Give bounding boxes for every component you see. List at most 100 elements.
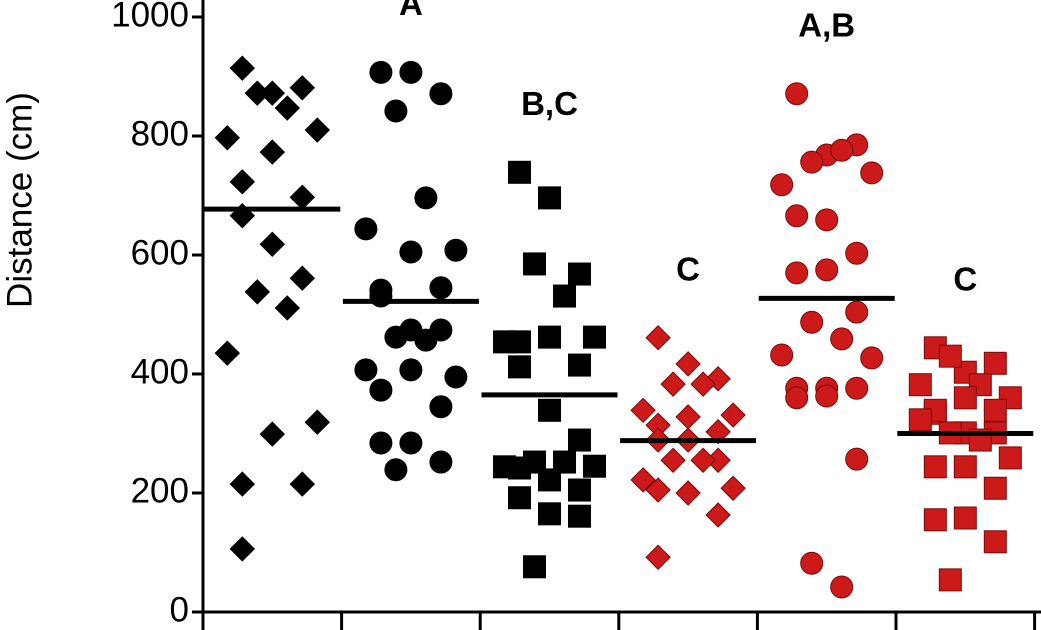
data-point [508, 330, 531, 354]
data-point [660, 447, 686, 473]
data-point [538, 325, 561, 349]
data-point [538, 468, 561, 492]
data-point [815, 258, 839, 282]
data-point [568, 428, 591, 452]
data-point [675, 351, 701, 377]
data-point [845, 376, 869, 400]
data-point [845, 241, 869, 265]
data-point [538, 502, 561, 526]
data-point [815, 384, 839, 408]
data-point [830, 327, 854, 351]
data-point [645, 477, 671, 503]
data-point [259, 139, 286, 165]
data-point [444, 238, 468, 262]
data-point [720, 475, 746, 501]
data-point [229, 536, 256, 562]
data-point [429, 82, 453, 106]
data-point [259, 421, 286, 447]
data-point [845, 447, 869, 471]
group-label: C [953, 261, 977, 298]
data-point [690, 371, 716, 397]
data-point [244, 80, 271, 106]
data-point [508, 486, 531, 510]
data-point [553, 284, 576, 308]
data-point [384, 458, 408, 482]
y-tick-label: 600 [131, 233, 189, 272]
data-point [785, 261, 809, 285]
group-label: B,C [521, 85, 578, 122]
data-point [399, 240, 423, 264]
data-point [785, 204, 809, 228]
y-tick-label: 200 [131, 471, 189, 510]
data-point [399, 358, 423, 382]
data-point [214, 125, 241, 151]
data-point [274, 95, 301, 121]
data-point [860, 346, 884, 370]
data-point [568, 353, 591, 377]
data-point [568, 504, 591, 528]
data-point [229, 169, 256, 195]
data-point [785, 82, 809, 106]
data-point [983, 476, 1007, 500]
data-point [399, 60, 423, 84]
data-point [953, 506, 977, 530]
data-point [289, 184, 316, 210]
data-point [645, 544, 671, 570]
group-label: A,B [798, 6, 855, 43]
y-axis-label: Distance (cm) [0, 92, 39, 308]
data-point [830, 138, 854, 162]
data-point [523, 555, 546, 579]
data-point [304, 117, 331, 143]
data-point [800, 150, 824, 174]
data-point [414, 328, 438, 352]
data-point [429, 395, 453, 419]
data-point [938, 344, 962, 368]
data-point [770, 343, 794, 367]
data-point [553, 450, 576, 474]
data-point [860, 161, 884, 185]
y-tick-label: 1000 [111, 0, 189, 34]
data-point [675, 480, 701, 506]
data-point [304, 409, 331, 435]
data-point [384, 99, 408, 123]
data-point [508, 456, 531, 480]
data-point [568, 262, 591, 286]
data-point [845, 300, 869, 324]
y-tick-label: 400 [131, 352, 189, 391]
data-point [983, 351, 1007, 375]
data-point [583, 454, 606, 478]
data-point [289, 75, 316, 101]
data-point [800, 551, 824, 575]
data-point [289, 265, 316, 291]
data-point [830, 575, 854, 599]
data-point [399, 431, 423, 455]
data-point [908, 408, 932, 432]
group-label: C [676, 250, 700, 287]
data-point [998, 446, 1022, 470]
data-point [369, 378, 393, 402]
data-point [923, 455, 947, 479]
data-point [983, 398, 1007, 422]
data-point [953, 455, 977, 479]
group-label: A [399, 0, 423, 22]
data-point [923, 508, 947, 532]
data-point [508, 355, 531, 379]
data-point [523, 252, 546, 276]
data-point [583, 325, 606, 349]
data-point [429, 276, 453, 300]
data-point [369, 431, 393, 455]
data-point [675, 404, 701, 430]
data-point [705, 419, 731, 445]
data-point [800, 310, 824, 334]
data-point [908, 373, 932, 397]
data-point [384, 325, 408, 349]
data-point [508, 160, 531, 184]
data-point [354, 358, 378, 382]
data-point [938, 568, 962, 592]
y-tick-label: 800 [131, 114, 189, 153]
data-point [289, 471, 316, 497]
data-point [770, 173, 794, 197]
data-point [660, 371, 686, 397]
data-point [983, 530, 1007, 554]
